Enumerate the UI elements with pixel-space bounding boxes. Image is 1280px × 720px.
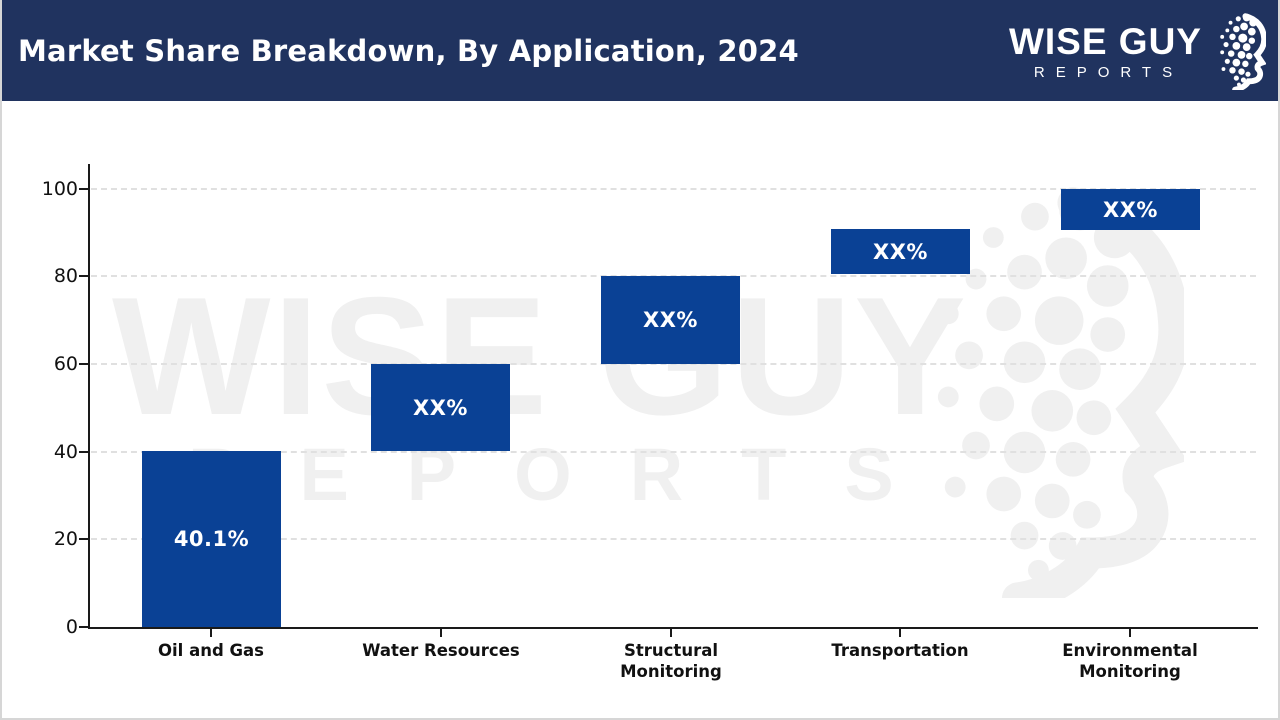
- y-tick-label: 40: [53, 440, 78, 463]
- y-axis-line: [88, 164, 90, 629]
- x-axis-line: [88, 627, 1258, 629]
- x-category-label: Environmental Monitoring: [1062, 641, 1198, 681]
- page-title: Market Share Breakdown, By Application, …: [18, 33, 799, 68]
- y-tick-label: 0: [65, 616, 78, 638]
- bar-data-label: XX%: [643, 308, 698, 332]
- y-tick-label: 20: [53, 528, 78, 551]
- logo-wiseguy-text: WISE GUY: [1008, 20, 1202, 62]
- y-tick-mark: [79, 275, 88, 278]
- y-tick-label: 80: [53, 265, 78, 288]
- x-tick-mark: [1129, 629, 1131, 637]
- y-tick-mark: [79, 362, 88, 365]
- gridline-100: [91, 187, 1256, 190]
- y-tick-mark: [79, 450, 88, 453]
- x-category-label: Transportation: [831, 641, 969, 660]
- dotted-profile-head-icon: [1208, 12, 1266, 90]
- x-category-label: Water Resources: [362, 641, 520, 660]
- chart-bar: 40.1%: [142, 451, 281, 627]
- y-tick-mark: [79, 187, 88, 190]
- logo-reports-text: REPORTS: [1033, 63, 1184, 81]
- x-tick-mark: [670, 629, 672, 637]
- x-tick-mark: [899, 629, 901, 637]
- bar-data-label: 40.1%: [173, 527, 250, 551]
- bar-data-label: XX%: [1103, 197, 1158, 222]
- chart-bar: XX%: [371, 364, 510, 451]
- chart-bar: XX%: [1061, 189, 1200, 230]
- wise-guy-reports-logo: WISE GUY REPORTS: [1009, 6, 1266, 96]
- y-tick-mark: [79, 626, 88, 628]
- y-tick-mark: [79, 538, 88, 541]
- y-tick-label: 100: [41, 177, 78, 200]
- bar-data-label: XX%: [873, 239, 928, 264]
- header-bar: Market Share Breakdown, By Application, …: [0, 0, 1280, 101]
- logo-text: WISE GUY REPORTS: [1009, 23, 1202, 80]
- gridline-40: [91, 450, 1256, 453]
- x-tick-mark: [210, 629, 212, 637]
- gridline-20: [91, 538, 1256, 541]
- chart-bar: XX%: [831, 229, 970, 274]
- x-tick-mark: [440, 629, 442, 637]
- y-tick-label: 60: [53, 352, 78, 375]
- x-category-label: Oil and Gas: [157, 641, 265, 660]
- bar-data-label: XX%: [413, 395, 468, 420]
- chart-bar: XX%: [601, 276, 740, 364]
- x-category-label: Structural Monitoring: [620, 641, 722, 681]
